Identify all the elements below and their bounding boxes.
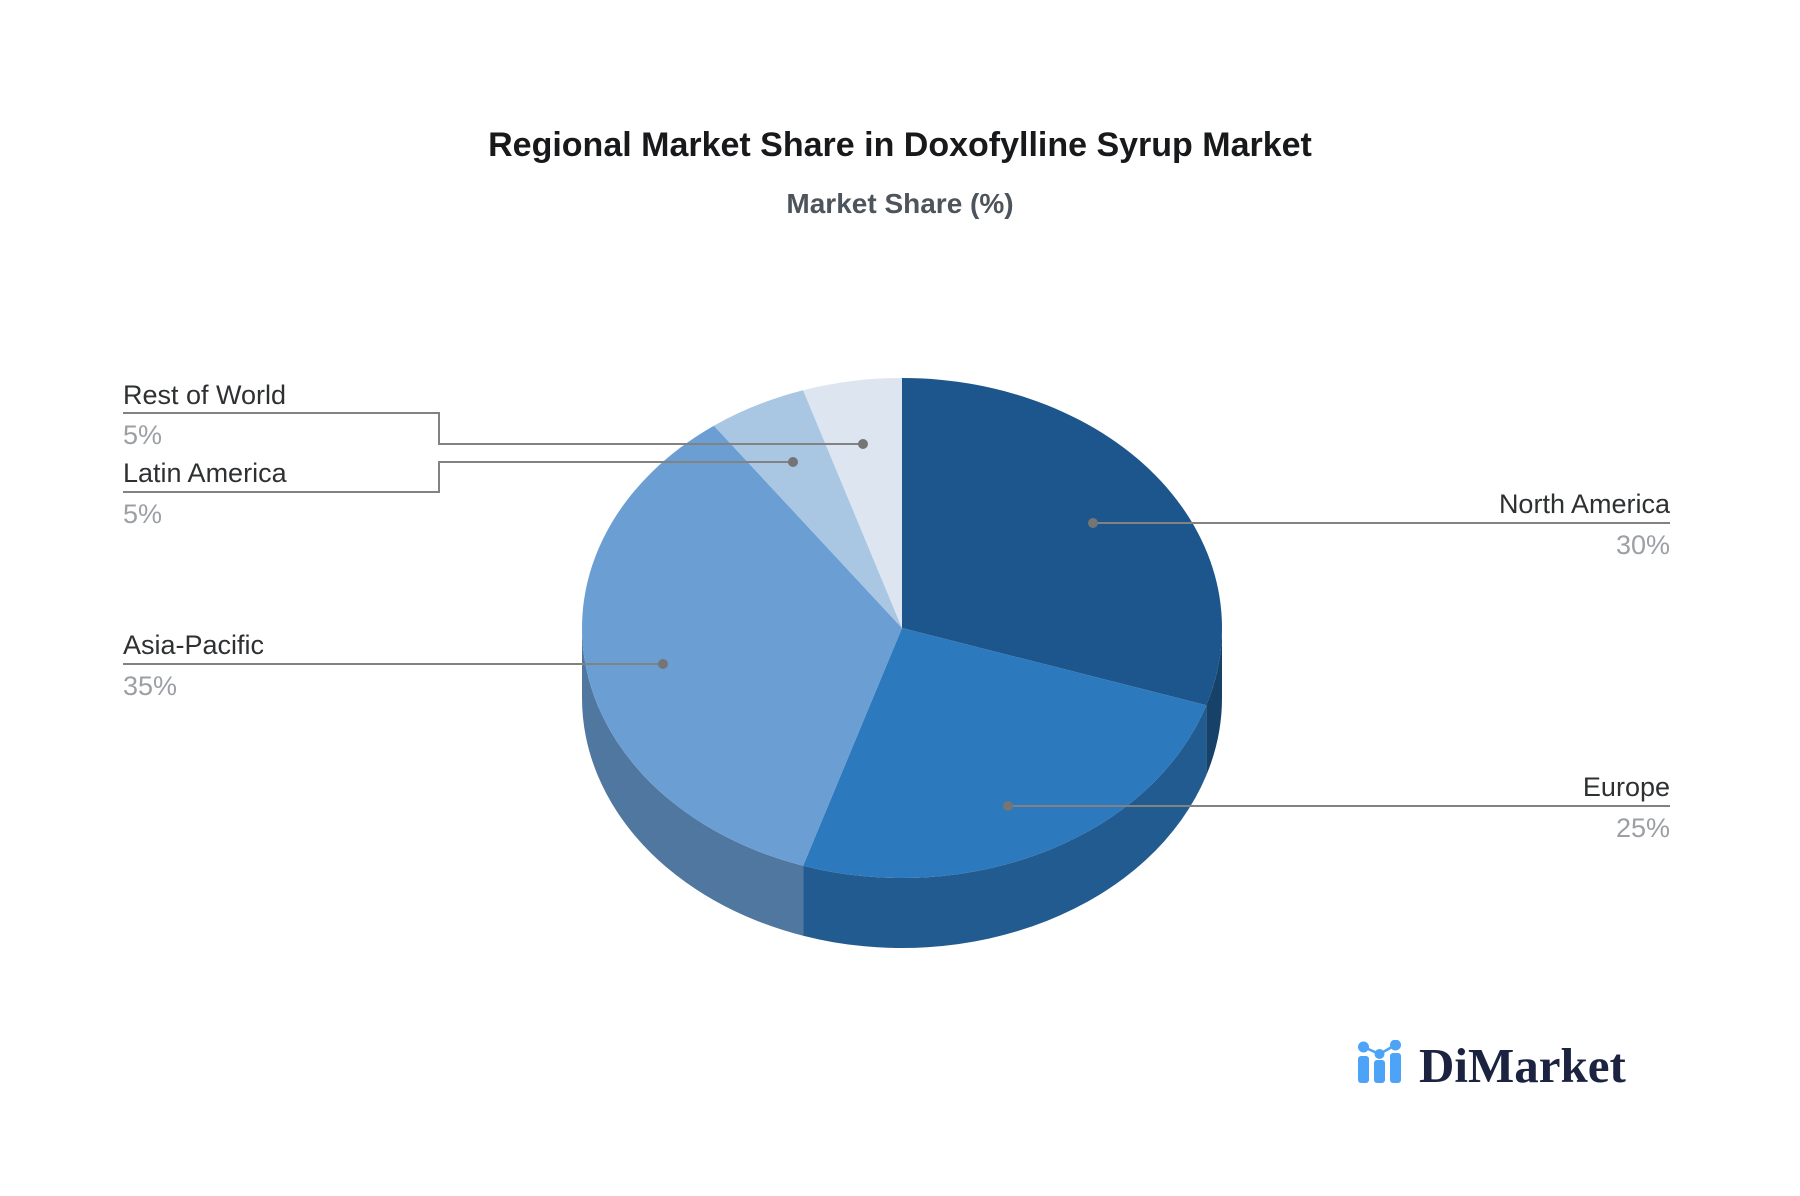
slice-label-latin-america: Latin America <box>123 458 287 488</box>
slice-value-latin-america: 5% <box>123 499 163 529</box>
leader-dot-europe <box>1003 801 1013 811</box>
pie-slice-north-america[interactable] <box>902 378 1223 706</box>
pie-slice-depth-north-america <box>1206 628 1222 776</box>
pie-slice-depth-europe <box>803 705 1207 948</box>
slice-label-rest-of-world: Rest of World <box>123 380 287 410</box>
leader-line-latin-america <box>123 461 793 493</box>
slice-label-europe: Europe <box>1582 772 1670 802</box>
logo-icon-bar-2 <box>1374 1060 1385 1083</box>
logo-icon-dot-2 <box>1374 1049 1385 1059</box>
logo-text: DiMarket <box>1419 1038 1626 1094</box>
pie-slice-latin-america[interactable] <box>713 390 902 628</box>
chart-subtitle: Market Share (%) <box>786 188 1014 219</box>
pie-slice-rest-of-world[interactable] <box>803 378 902 628</box>
pie-slice-depth-asia-pacific <box>582 628 804 936</box>
slice-label-asia-pacific: Asia-Pacific <box>123 630 265 660</box>
logo: DiMarket <box>1358 1040 1626 1090</box>
leader-dot-latin-america <box>788 457 798 467</box>
logo-icon-dot-1 <box>1358 1041 1369 1053</box>
leader-dot-asia-pacific <box>658 659 668 669</box>
leader-dot-rest-of-world <box>858 439 868 449</box>
pie-slice-asia-pacific[interactable] <box>582 425 902 866</box>
logo-icon-bar-3 <box>1390 1053 1401 1083</box>
slice-value-europe: 25% <box>1615 813 1670 843</box>
leader-line-rest-of-world <box>123 412 863 445</box>
pie-slice-europe[interactable] <box>803 628 1207 878</box>
slice-value-north-america: 30% <box>1615 530 1670 560</box>
logo-bar-chart-icon <box>1358 1040 1401 1083</box>
logo-icon-dot-3 <box>1390 1040 1401 1051</box>
logo-icon-bar-1 <box>1358 1056 1369 1083</box>
leader-dot-north-america <box>1088 518 1098 528</box>
slice-label-north-america: North America <box>1498 489 1670 519</box>
chart-title: Regional Market Share in Doxofylline Syr… <box>488 126 1312 164</box>
slice-value-asia-pacific: 35% <box>123 671 178 701</box>
slice-value-rest-of-world: 5% <box>123 420 163 450</box>
